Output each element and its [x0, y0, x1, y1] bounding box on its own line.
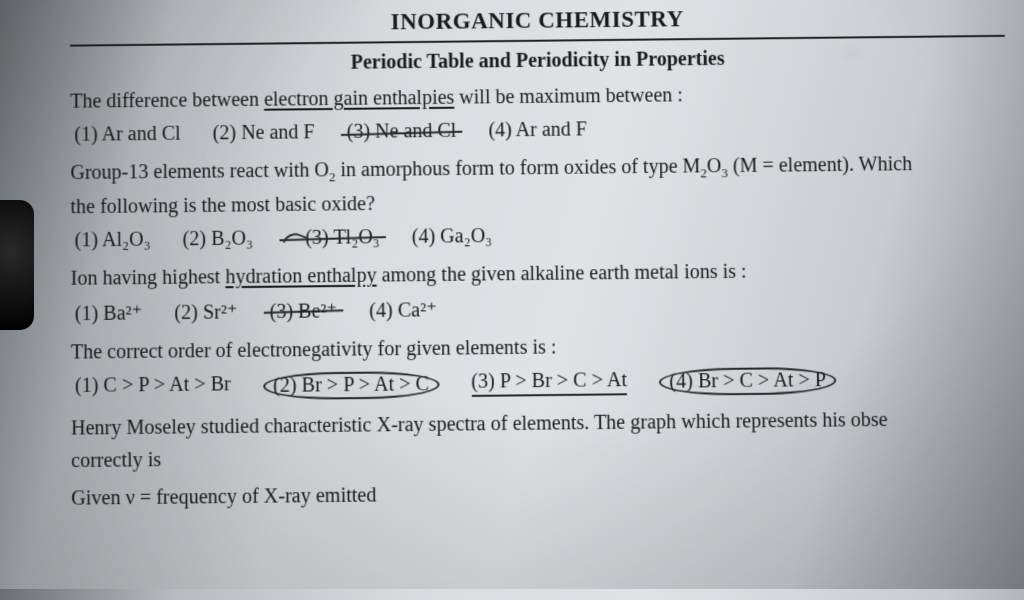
q1-opt-2: (2) Ne and F: [209, 119, 319, 147]
q2-opt-3: (3) Tl₂O₃: [281, 224, 384, 252]
q3-text: Ion having highest hydration enthalpy am…: [71, 253, 1010, 295]
page: INORGANIC CHEMISTRY Periodic Table and P…: [0, 0, 1024, 600]
q1-a: The difference between: [70, 89, 264, 113]
q3-opt-2: (2) Sr²⁺: [170, 297, 241, 327]
q4-opt-3: (3) P > Br > C > At: [467, 367, 631, 400]
page-behind-blur: ...: [845, 35, 1024, 147]
q3-opt-4: (4) Ca²⁺: [365, 295, 441, 325]
q4-text: The correct order of electronegativity f…: [71, 326, 1011, 368]
q2-opt-2: (2) B₂O₃: [179, 225, 258, 253]
q1-b: will be maximum between :: [454, 84, 683, 108]
pen-underline: (3) P > Br > C > At: [471, 369, 627, 397]
q2-opt-4: (4) Ga₂O₃: [408, 223, 497, 251]
q1-ul: electron gain enthalpies: [264, 87, 454, 111]
q2-options: (1) Al₂O₃ (2) B₂O₃ (3) Tl₂O₃ (4) Ga₂O₃: [71, 217, 1009, 254]
q3-opt-1: (1) Ba²⁺: [71, 298, 147, 328]
q2-text: Group-13 elements react with O2 in amorp…: [70, 147, 1008, 223]
q3-ul: hydration enthalpy: [225, 264, 376, 288]
q4-opt-1: (1) C > P > At > Br: [71, 371, 235, 404]
q2-a: Group-13 elements react with O: [70, 159, 329, 184]
chapter-title: INORGANIC CHEMISTRY: [70, 3, 1005, 39]
q5-a: Henry Moseley studied characteristic X-r…: [71, 409, 888, 440]
q4-options: (1) C > P > At > Br (2) Br > P > At > C …: [71, 363, 1012, 404]
pen-oval: (2) Br > P > At > C: [263, 371, 439, 400]
q3-a: Ion having highest: [71, 266, 226, 290]
q1-opt-3: (3) Ne and Cl: [343, 118, 461, 146]
q2-b: in amorphous form to form oxides of type…: [335, 155, 700, 181]
q2-opt-3-t: (3) Tl₂O₃: [305, 226, 380, 249]
q2-d: (M = element). Which: [728, 153, 913, 177]
q4-opt-4: (4) Br > C > At > P: [655, 364, 840, 397]
q2-line2: the following is the most basic oxide?: [70, 193, 375, 218]
q4-opt-2: (2) Br > P > At > C: [259, 369, 443, 402]
q5-b: correctly is: [71, 449, 161, 472]
q2-c: O: [707, 155, 722, 177]
pen-oval-2: (4) Br > C > At > P: [659, 367, 836, 396]
q5-text: Henry Moseley studied characteristic X-r…: [71, 402, 1013, 477]
q2-opt-1: (1) Al₂O₃: [71, 226, 155, 254]
q3-b: among the given alkaline earth metal ion…: [377, 260, 747, 286]
q1-opt-4: (4) Ar and F: [484, 116, 591, 144]
q1-opt-1: (1) Ar and Cl: [70, 121, 184, 149]
q3-options: (1) Ba²⁺ (2) Sr²⁺ (3) Be²⁺ (4) Ca²⁺: [71, 289, 1011, 328]
q6-text: Given ν = frequency of X-ray emitted: [71, 477, 1014, 510]
q3-opt-3: (3) Be²⁺: [266, 296, 342, 326]
